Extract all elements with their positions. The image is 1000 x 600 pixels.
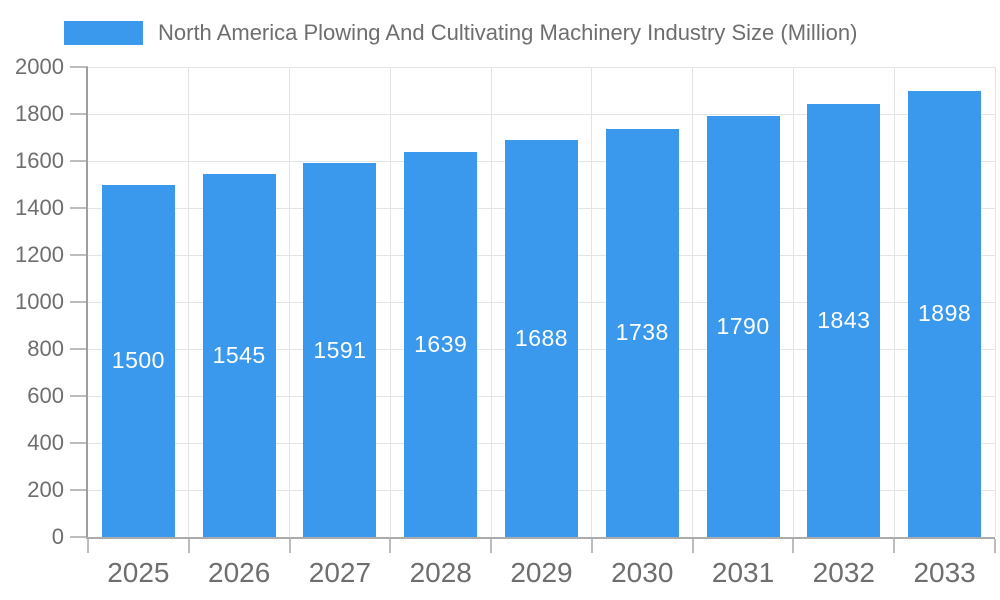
bar <box>505 140 578 537</box>
bar <box>303 163 377 537</box>
x-tick <box>691 539 694 553</box>
y-tick-label: 1400 <box>15 195 64 220</box>
y-tick-label: 2000 <box>15 54 64 79</box>
y-tick-label: 1000 <box>15 289 64 314</box>
bar-value-label: 1500 <box>111 347 165 374</box>
y-tick-label: 600 <box>27 383 64 408</box>
x-tick-label: 2027 <box>308 557 372 588</box>
y-tick <box>70 442 88 444</box>
v-gridline <box>994 67 996 537</box>
x-tick <box>490 539 493 553</box>
bar <box>404 151 478 537</box>
legend-label: North America Plowing And Cultivating Ma… <box>158 20 858 45</box>
h-gridline <box>88 113 995 115</box>
y-tick-label: 1600 <box>15 148 64 173</box>
legend: North America Plowing And Cultivating Ma… <box>64 21 857 45</box>
x-tick-label: 2026 <box>208 557 271 588</box>
bar <box>101 184 175 537</box>
v-gridline <box>490 67 492 537</box>
v-gridline <box>893 67 895 537</box>
x-tick <box>389 539 392 553</box>
bar-value-label: 1591 <box>313 336 367 363</box>
bar-value-label: 1738 <box>615 319 669 346</box>
bar <box>605 128 679 537</box>
y-tick <box>70 395 88 397</box>
x-tick <box>288 539 291 553</box>
x-tick-label: 2030 <box>611 557 674 588</box>
x-tick-label: 2032 <box>812 557 875 588</box>
bar <box>807 103 881 537</box>
x-tick-label: 2031 <box>711 557 775 588</box>
y-tick <box>70 536 88 538</box>
y-tick <box>70 160 88 162</box>
y-tick-label: 400 <box>27 430 64 455</box>
y-tick-label: 800 <box>27 336 64 361</box>
x-tick-label: 2033 <box>913 557 976 588</box>
bar-value-label: 1898 <box>918 300 972 327</box>
bar-value-label: 1843 <box>817 306 871 333</box>
y-tick <box>70 207 88 209</box>
bar-value-label: 1790 <box>716 313 770 340</box>
x-tick <box>792 539 795 553</box>
y-tick <box>70 348 88 350</box>
x-tick-label: 2029 <box>510 557 573 588</box>
x-tick <box>187 539 190 553</box>
y-tick <box>70 113 88 115</box>
v-gridline <box>792 67 794 537</box>
legend-swatch <box>64 21 143 45</box>
y-axis-line <box>86 67 88 539</box>
v-gridline <box>692 67 694 537</box>
y-tick <box>70 489 88 491</box>
x-tick <box>87 539 89 553</box>
x-axis-line <box>86 537 995 539</box>
y-tick-label: 0 <box>51 524 64 549</box>
bar-value-label: 1639 <box>414 330 468 357</box>
bar <box>908 90 982 537</box>
x-tick-label: 2028 <box>409 557 472 588</box>
x-tick <box>893 539 896 553</box>
bar <box>706 116 780 537</box>
v-gridline <box>389 67 391 537</box>
bar <box>202 173 276 537</box>
bar-value-label: 1688 <box>514 325 569 352</box>
y-tick <box>70 254 88 256</box>
x-tick <box>994 539 996 553</box>
x-tick <box>590 539 593 553</box>
y-tick-label: 1800 <box>15 101 64 126</box>
y-tick-label: 200 <box>27 477 64 502</box>
v-gridline <box>188 67 190 537</box>
y-tick <box>70 301 88 303</box>
h-gridline <box>88 66 995 68</box>
y-tick <box>70 66 88 68</box>
v-gridline <box>289 67 291 537</box>
bar-value-label: 1545 <box>212 341 266 368</box>
y-tick-label: 1200 <box>15 242 64 267</box>
x-tick-label: 2025 <box>107 557 170 588</box>
v-gridline <box>591 67 593 537</box>
